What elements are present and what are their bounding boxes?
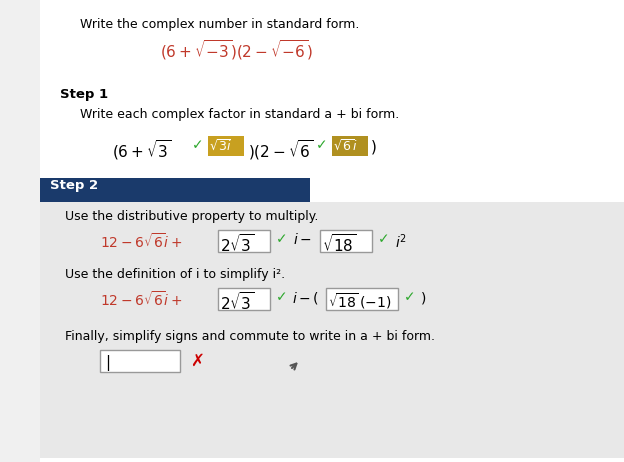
Text: $(6 + \sqrt{3}$: $(6 + \sqrt{3}$ [112,138,171,162]
Text: ✓: ✓ [276,290,288,304]
Text: $i$: $i$ [352,139,358,153]
Text: $)$: $)$ [420,290,426,306]
Text: $(6 + \sqrt{-3})(2 - \sqrt{-6})$: $(6 + \sqrt{-3})(2 - \sqrt{-6})$ [160,38,313,62]
Text: ✓: ✓ [316,138,328,152]
FancyBboxPatch shape [326,288,398,310]
FancyBboxPatch shape [40,202,624,458]
FancyBboxPatch shape [40,0,624,462]
Text: ✓: ✓ [378,232,389,246]
Text: Finally, simplify signs and commute to write in a + bi form.: Finally, simplify signs and commute to w… [65,330,435,343]
Text: $\sqrt{18}$: $\sqrt{18}$ [322,233,356,255]
Text: ✗: ✗ [190,352,204,370]
Text: Use the definition of i to simplify i².: Use the definition of i to simplify i². [65,268,285,281]
Text: $i -$: $i -$ [293,232,312,247]
Text: $12 - 6\sqrt{6}i +$: $12 - 6\sqrt{6}i +$ [100,232,182,251]
Text: Write the complex number in standard form.: Write the complex number in standard for… [80,18,359,31]
Text: Write each complex factor in standard a + bi form.: Write each complex factor in standard a … [80,108,399,121]
Text: $|$: $|$ [105,353,110,373]
FancyBboxPatch shape [208,136,244,156]
Text: Step 1: Step 1 [60,88,108,101]
FancyBboxPatch shape [40,178,310,202]
FancyBboxPatch shape [218,230,270,252]
Text: $)(2 - \sqrt{6}$: $)(2 - \sqrt{6}$ [248,138,313,162]
FancyBboxPatch shape [320,230,372,252]
Text: $i - ($: $i - ($ [292,290,319,306]
FancyBboxPatch shape [332,136,368,156]
Text: $12 - 6\sqrt{6}i +$: $12 - 6\sqrt{6}i +$ [100,290,182,309]
FancyBboxPatch shape [218,288,270,310]
Text: $\sqrt{6}$: $\sqrt{6}$ [333,139,354,154]
Text: $\sqrt{18}\,(-1)$: $\sqrt{18}\,(-1)$ [328,291,391,311]
Text: $2\sqrt{3}$: $2\sqrt{3}$ [220,291,255,313]
Text: ✓: ✓ [404,290,416,304]
Text: $i^2$: $i^2$ [395,232,407,250]
FancyBboxPatch shape [100,350,180,372]
Text: Use the distributive property to multiply.: Use the distributive property to multipl… [65,210,318,223]
Text: ✓: ✓ [276,232,288,246]
Text: Step 2: Step 2 [50,179,98,192]
Text: ✓: ✓ [192,138,203,152]
Text: $i$: $i$ [226,139,232,153]
Text: $)$: $)$ [370,138,376,156]
Text: $\sqrt{3}$: $\sqrt{3}$ [209,139,230,154]
Text: $2\sqrt{3}$: $2\sqrt{3}$ [220,233,255,255]
